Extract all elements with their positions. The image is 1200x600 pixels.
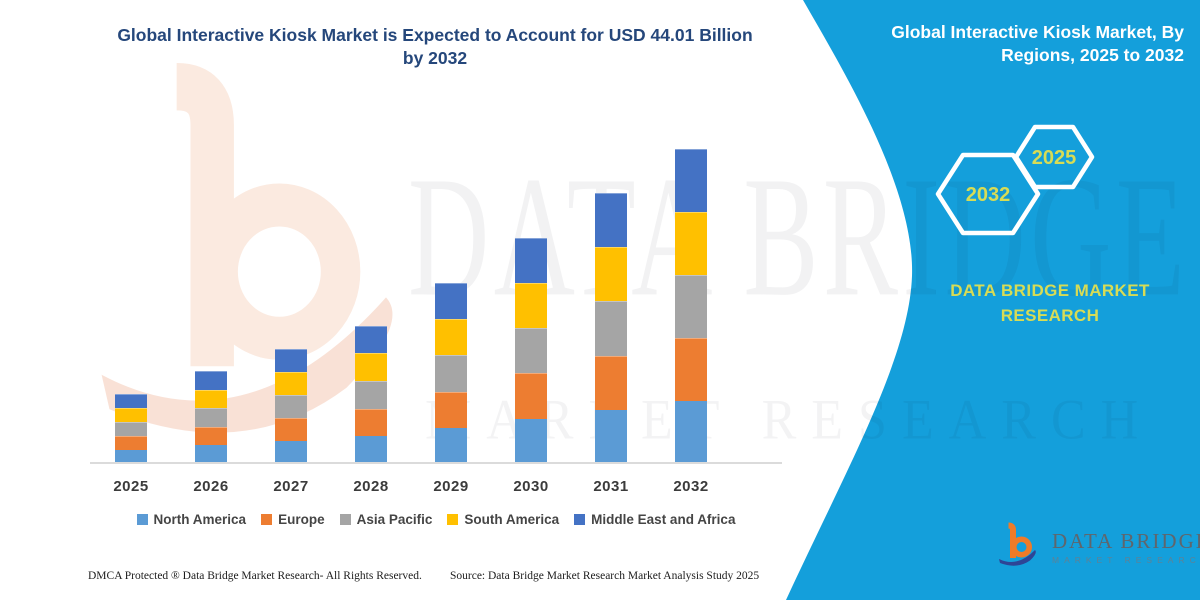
bar-2027 <box>275 349 307 463</box>
x-axis-label-2032: 2032 <box>673 478 709 495</box>
footer-logo: DATA BRIDGE MARKET RESEARCH <box>995 520 1200 572</box>
chart-title-line1: Global Interactive Kiosk Market is Expec… <box>117 25 753 45</box>
legend-item-europe: Europe <box>261 512 325 527</box>
hexagons: 2025 2032 <box>935 124 1095 236</box>
bar-2026 <box>195 370 227 463</box>
chart-legend: North America Europe Asia Pacific South Ame… <box>90 512 782 527</box>
bar-segment-2031-south-america <box>595 247 627 302</box>
bar-segment-2028-middle-east-and-africa <box>355 325 387 354</box>
bar-segment-2028-north-america <box>355 436 387 463</box>
bar-segment-2027-middle-east-and-africa <box>275 349 307 373</box>
legend-label: South America <box>464 512 560 527</box>
bar-segment-2029-europe <box>435 391 467 428</box>
bar-segment-2025-europe <box>115 435 147 450</box>
side-panel-title: Global Interactive Kiosk Market, By Regi… <box>891 22 1184 65</box>
legend-label: North America <box>153 512 247 527</box>
x-axis-label-2031: 2031 <box>593 478 629 495</box>
bar-segment-2030-south-america <box>515 282 547 329</box>
legend-item-middle-east-and-africa: Middle East and Africa <box>574 512 735 527</box>
bar-segment-2029-south-america <box>435 319 467 356</box>
bar-segment-2028-south-america <box>355 353 387 382</box>
bar-segment-2025-north-america <box>115 449 147 463</box>
x-axis-label-2025: 2025 <box>113 478 149 495</box>
legend-swatch <box>339 514 351 525</box>
x-axis-label-2026: 2026 <box>193 478 229 495</box>
bar-segment-2032-middle-east-and-africa <box>675 148 707 212</box>
bar-segment-2032-north-america <box>675 400 707 463</box>
logo-title: DATA BRIDGE <box>1052 529 1200 553</box>
legend-label: Middle East and Africa <box>591 512 736 527</box>
bar-segment-2027-south-america <box>275 372 307 396</box>
chart-title-line2: by 2032 <box>402 48 468 68</box>
legend-swatch <box>574 514 586 525</box>
bar-segment-2029-middle-east-and-africa <box>435 282 467 319</box>
legend-swatch <box>261 514 273 525</box>
x-axis-label-2029: 2029 <box>433 478 469 495</box>
bar-segment-2030-middle-east-and-africa <box>515 237 547 283</box>
bar-2032 <box>675 148 707 463</box>
bar-segment-2030-europe <box>515 373 547 419</box>
hexagon-2032-label: 2032 <box>966 184 1011 206</box>
bar-segment-2031-north-america <box>595 409 627 463</box>
legend-item-south-america: South America <box>447 512 559 527</box>
bar-segment-2026-south-america <box>195 389 227 409</box>
bar-2029 <box>435 282 467 463</box>
bar-segment-2026-asia-pacific <box>195 408 227 427</box>
bar-2030 <box>515 237 547 463</box>
legend-item-asia-pacific: Asia Pacific <box>339 512 433 527</box>
chart-title: Global Interactive Kiosk Market is Expec… <box>85 24 785 70</box>
bar-segment-2031-asia-pacific <box>595 301 627 356</box>
bar-segment-2032-asia-pacific <box>675 274 707 338</box>
legend-swatch <box>447 514 459 525</box>
bar-2028 <box>355 325 387 463</box>
bar-segment-2026-europe <box>195 426 227 446</box>
legend-label: Europe <box>278 512 325 527</box>
data-bridge-logo-icon <box>999 522 1036 566</box>
bar-segment-2028-asia-pacific <box>355 381 387 409</box>
bar-segment-2032-south-america <box>675 211 707 275</box>
bar-segment-2026-middle-east-and-africa <box>195 370 227 390</box>
legend-label: Asia Pacific <box>356 512 433 527</box>
bar-segment-2029-asia-pacific <box>435 355 467 392</box>
bar-segment-2027-north-america <box>275 441 307 463</box>
bar-segment-2027-europe <box>275 418 307 442</box>
bar-segment-2028-europe <box>355 408 387 437</box>
bar-segment-2032-europe <box>675 337 707 401</box>
legend-item-north-america: North America <box>136 512 247 527</box>
side-panel-shape <box>786 0 1200 600</box>
bar-2031 <box>595 192 627 463</box>
watermark-logo-icon <box>101 63 393 433</box>
bar-segment-2030-asia-pacific <box>515 328 547 374</box>
x-axis-baseline <box>90 462 782 464</box>
x-axis-label-2027: 2027 <box>273 478 309 495</box>
bar-segment-2026-north-america <box>195 445 227 463</box>
bar-segment-2027-asia-pacific <box>275 395 307 419</box>
logo-subtitle: MARKET RESEARCH <box>1052 555 1200 565</box>
x-axis-label-2028: 2028 <box>353 478 389 495</box>
bar-segment-2025-middle-east-and-africa <box>115 393 147 408</box>
bar-segment-2031-middle-east-and-africa <box>595 192 627 248</box>
brand-text: DATA BRIDGE MARKET RESEARCH <box>950 281 1150 325</box>
bar-segment-2025-asia-pacific <box>115 421 147 436</box>
bar-2025 <box>115 393 147 463</box>
hexagon-2025-label: 2025 <box>1032 147 1077 169</box>
footer-source-text: Source: Data Bridge Market Research Mark… <box>450 570 760 582</box>
bar-segment-2030-north-america <box>515 418 547 463</box>
bar-segment-2031-europe <box>595 355 627 410</box>
footer-dmca-text: DMCA Protected ® Data Bridge Market Rese… <box>88 570 422 582</box>
hexagon-2032: 2032 <box>935 152 1041 236</box>
x-axis-label-2030: 2030 <box>513 478 549 495</box>
logo-text-block: DATA BRIDGE MARKET RESEARCH <box>1052 520 1200 565</box>
legend-swatch <box>136 514 148 525</box>
bar-segment-2025-south-america <box>115 407 147 422</box>
bar-segment-2029-north-america <box>435 427 467 463</box>
